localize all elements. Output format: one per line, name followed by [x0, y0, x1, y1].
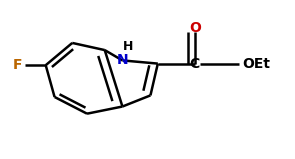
Text: F: F: [13, 58, 22, 72]
Text: N: N: [117, 53, 128, 67]
Text: C: C: [190, 57, 200, 71]
Text: OEt: OEt: [243, 57, 271, 71]
Text: H: H: [123, 40, 134, 53]
Text: O: O: [189, 21, 201, 35]
